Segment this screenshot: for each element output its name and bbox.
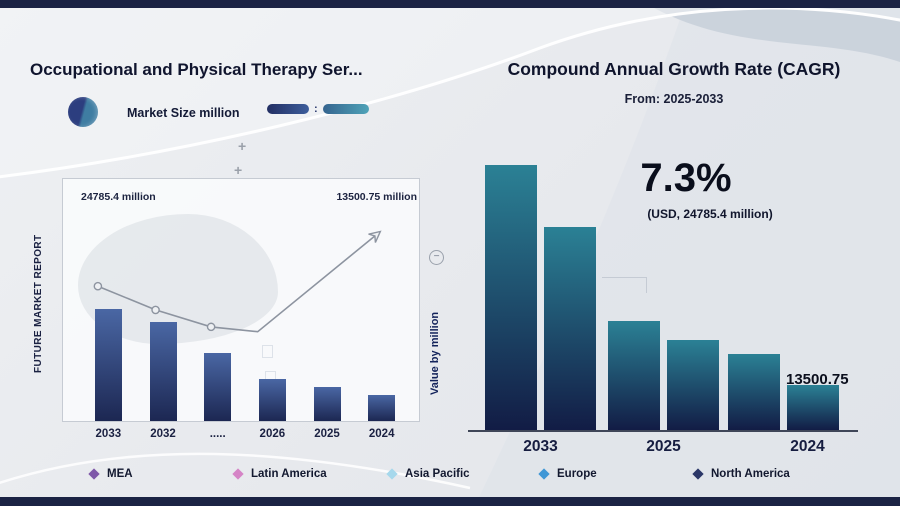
bar-column (354, 395, 409, 421)
cagr-period: From: 2025-2033 (624, 92, 724, 106)
legend-label: MEA (107, 468, 133, 480)
bar-group (485, 165, 596, 430)
market-size-bar (204, 353, 232, 421)
bar-group (728, 354, 839, 430)
plus-icon: + (238, 138, 247, 154)
cagr-value: 7.3% (640, 156, 732, 200)
end-value-label: 13500.75 (786, 371, 849, 388)
legend-pills: : (267, 103, 369, 115)
right-bars (470, 165, 862, 430)
legend-label: Europe (557, 468, 597, 480)
legend-diamond-icon (88, 468, 100, 480)
legend-item: Latin America (232, 468, 327, 480)
bar-column (245, 379, 300, 421)
legend-label: Latin America (251, 468, 327, 480)
x-axis-line (468, 430, 858, 432)
decor-top-right-wedge (640, 0, 900, 62)
x-axis-tick: 2025 (314, 428, 340, 440)
legend-label: Asia Pacific (405, 468, 470, 480)
bar-column (81, 309, 136, 421)
x-axis-tick: 2033 (95, 428, 122, 440)
market-size-bar (94, 309, 122, 421)
top-border-strip (0, 0, 900, 8)
legend-item: North America (692, 468, 790, 480)
bar-column (136, 322, 191, 421)
x-axis-tick: 2032 (150, 428, 176, 440)
cagr-bar (608, 321, 660, 430)
bar-column (190, 353, 245, 421)
legend-diamond-icon (232, 468, 244, 480)
bottom-border-strip (0, 497, 900, 506)
decor-top-fill (0, 0, 900, 177)
x-axis-tick: 2026 (259, 428, 286, 440)
plus-icon: + (234, 162, 243, 178)
left-x-axis: 2033 2032..... 2026 2025 2024 (81, 428, 409, 440)
pill-icon (267, 104, 309, 114)
legend-item: Europe (538, 468, 597, 480)
cagr-bar (485, 165, 537, 430)
right-x-axis: 2033 2025 2024 (470, 438, 862, 460)
x-axis-tick: 2024 (790, 438, 825, 455)
legend-item: Asia Pacific (386, 468, 470, 480)
x-axis-tick: ..... (209, 428, 226, 440)
cagr-bar (667, 340, 719, 430)
cagr-title: Compound Annual Growth Rate (CAGR) (507, 59, 841, 79)
min-value-label: 13500.75 million (336, 191, 417, 203)
bar-column (300, 387, 355, 421)
market-size-bar (313, 387, 341, 421)
cagr-bar (728, 354, 780, 430)
left-bars (81, 286, 409, 421)
legend-label: North America (711, 468, 790, 480)
pill-icon (322, 104, 369, 114)
minus-icon: − (429, 250, 444, 265)
decor-top-curve (0, 6, 900, 179)
cagr-note: (USD, 24785.4 million) (647, 207, 773, 221)
ghost-report-icon (262, 345, 273, 358)
legend-diamond-icon (538, 468, 550, 480)
x-axis-tick: 2025 (646, 438, 681, 455)
x-axis-tick: 2033 (523, 438, 558, 455)
market-size-bar (258, 379, 286, 421)
x-axis-tick: 2024 (368, 428, 395, 440)
legend-item: MEA (88, 468, 133, 480)
step-decor (602, 277, 647, 293)
cagr-bar (544, 227, 596, 430)
legend-diamond-icon (386, 468, 398, 480)
legend-diamond-icon (692, 468, 704, 480)
bar-group (608, 321, 719, 430)
market-size-legend-label: Market Size million (127, 106, 240, 120)
market-size-bar (368, 395, 396, 421)
trend-line-svg (93, 230, 382, 333)
market-size-legend-icon (68, 97, 98, 127)
pill-separator: : (314, 103, 318, 115)
market-size-bar (149, 322, 177, 421)
region-legend: MEA Latin America Asia Pacific Europe North … (0, 468, 900, 488)
market-size-chart: 24785.4 million 13500.75 million (62, 178, 420, 422)
max-value-label: 24785.4 million (81, 191, 156, 203)
cagr-bar (787, 385, 839, 430)
